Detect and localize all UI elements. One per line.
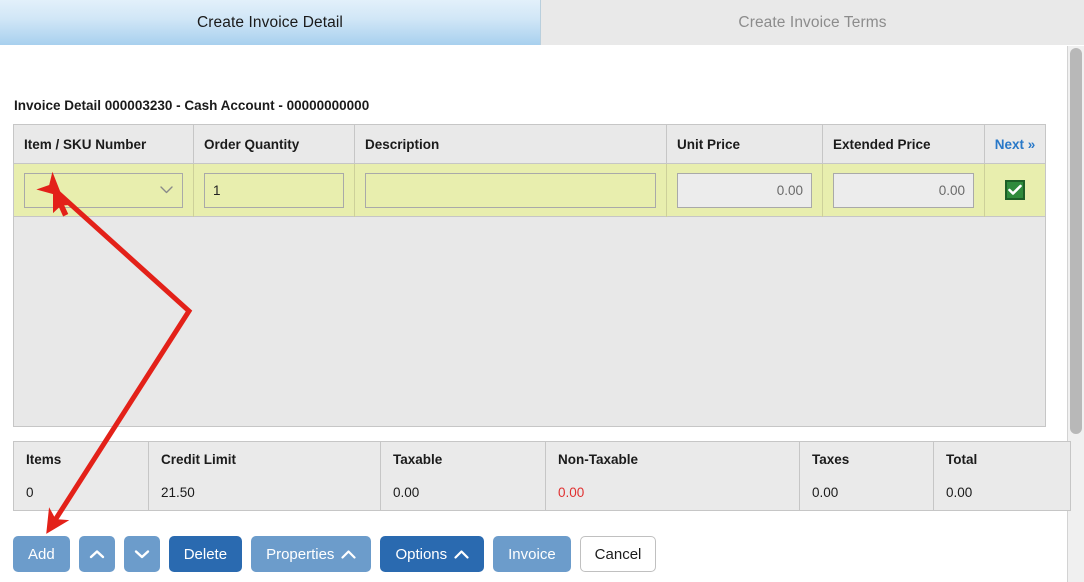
summary-non-taxable: Non-Taxable 0.00 <box>546 442 800 510</box>
cancel-button-label: Cancel <box>594 545 642 563</box>
order-quantity-input[interactable] <box>204 172 344 208</box>
next-page-link[interactable]: Next » <box>994 136 1036 152</box>
summary-items-label: Items <box>26 452 62 467</box>
tab-create-invoice-terms[interactable]: Create Invoice Terms <box>541 0 1084 45</box>
caret-up-icon <box>454 548 469 561</box>
page-title: Invoice Detail 000003230 - Cash Account … <box>14 98 370 113</box>
properties-button[interactable]: Properties <box>251 536 372 572</box>
column-header-unit-price[interactable]: Unit Price <box>667 125 823 163</box>
column-header-extended-price[interactable]: Extended Price <box>823 125 985 163</box>
cell-row-select <box>985 164 1045 217</box>
table-row <box>14 163 1045 217</box>
options-button[interactable]: Options <box>380 536 485 572</box>
move-down-button[interactable] <box>123 536 160 572</box>
summary-total: Total 0.00 <box>934 442 1070 510</box>
summary-credit-limit-value: 21.50 <box>161 485 195 500</box>
summary-credit-limit: Credit Limit 21.50 <box>149 442 381 510</box>
summary-bar: Items 0 Credit Limit 21.50 Taxable 0.00 … <box>13 441 1071 511</box>
delete-button[interactable]: Delete <box>168 536 243 572</box>
summary-credit-limit-label: Credit Limit <box>161 452 237 467</box>
summary-total-label: Total <box>946 452 978 467</box>
move-up-button[interactable] <box>78 536 115 572</box>
summary-taxes-label: Taxes <box>812 452 850 467</box>
invoice-button[interactable]: Invoice <box>493 536 571 572</box>
cell-description <box>355 163 667 217</box>
cell-unit-price <box>667 163 823 217</box>
summary-items-value: 0 <box>26 485 34 500</box>
column-header-item-sku[interactable]: Item / SKU Number <box>14 125 194 163</box>
chevron-up-icon <box>89 546 105 563</box>
extended-price-input[interactable] <box>833 172 974 208</box>
summary-items: Items 0 <box>14 442 149 510</box>
chevron-down-icon <box>134 546 150 563</box>
summary-taxable-value: 0.00 <box>393 485 420 500</box>
summary-taxes: Taxes 0.00 <box>800 442 934 510</box>
invoice-button-label: Invoice <box>508 545 556 563</box>
add-button-label: Add <box>28 545 55 563</box>
cell-order-quantity <box>194 163 355 217</box>
column-header-order-quantity[interactable]: Order Quantity <box>194 125 355 163</box>
tab-create-invoice-detail-label: Create Invoice Detail <box>197 13 343 31</box>
properties-button-label: Properties <box>266 545 335 563</box>
summary-taxable: Taxable 0.00 <box>381 442 546 510</box>
vertical-scrollbar[interactable] <box>1067 46 1084 582</box>
summary-taxes-value: 0.00 <box>812 485 839 500</box>
grid-empty-area <box>14 217 1045 426</box>
delete-button-label: Delete <box>183 545 228 563</box>
summary-non-taxable-value: 0.00 <box>558 485 585 500</box>
caret-up-icon <box>341 548 357 561</box>
tab-create-invoice-detail[interactable]: Create Invoice Detail <box>0 0 541 45</box>
column-header-description[interactable]: Description <box>355 125 667 163</box>
tab-strip: Create Invoice Detail Create Invoice Ter… <box>0 0 1084 45</box>
grid-header-row: Item / SKU Number Order Quantity Descrip… <box>14 125 1045 164</box>
description-input[interactable] <box>365 172 656 208</box>
cell-extended-price <box>823 163 985 217</box>
chevron-down-icon <box>160 184 173 196</box>
add-button[interactable]: Add <box>13 536 70 572</box>
options-button-label: Options <box>395 545 448 563</box>
cancel-button[interactable]: Cancel <box>579 536 657 572</box>
summary-taxable-label: Taxable <box>393 452 443 467</box>
summary-non-taxable-label: Non-Taxable <box>558 452 639 467</box>
action-button-bar: Add Delete Properties <box>13 536 657 572</box>
unit-price-input[interactable] <box>677 172 812 208</box>
vertical-scrollbar-thumb[interactable] <box>1070 48 1082 434</box>
tab-create-invoice-terms-label: Create Invoice Terms <box>738 13 887 31</box>
item-sku-select[interactable] <box>24 172 183 208</box>
check-icon[interactable] <box>1005 180 1025 200</box>
summary-total-value: 0.00 <box>946 485 973 500</box>
cell-item-sku <box>14 163 194 217</box>
invoice-detail-grid: Item / SKU Number Order Quantity Descrip… <box>13 124 1046 427</box>
